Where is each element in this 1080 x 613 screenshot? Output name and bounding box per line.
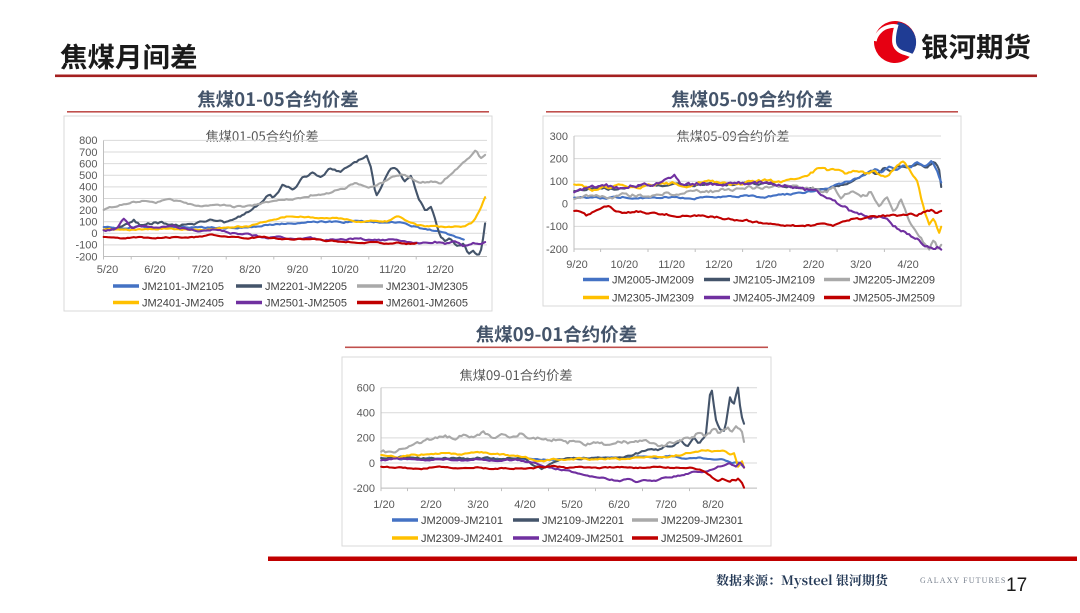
svg-text:-200: -200 — [546, 244, 568, 256]
svg-text:JM2009-JM2101: JM2009-JM2101 — [421, 515, 503, 527]
svg-text:9/20: 9/20 — [287, 264, 308, 276]
svg-text:5/20: 5/20 — [561, 499, 582, 511]
svg-text:JM2509-JM2601: JM2509-JM2601 — [661, 533, 743, 545]
svg-text:10/20: 10/20 — [331, 264, 359, 276]
svg-text:JM2205-JM2209: JM2205-JM2209 — [853, 274, 935, 286]
svg-text:JM2301-JM2305: JM2301-JM2305 — [386, 281, 468, 293]
svg-text:700: 700 — [79, 147, 97, 159]
svg-text:-200: -200 — [75, 251, 97, 263]
svg-text:6/20: 6/20 — [608, 499, 629, 511]
svg-text:7/20: 7/20 — [192, 264, 213, 276]
svg-text:17: 17 — [1006, 575, 1027, 596]
svg-text:200: 200 — [550, 153, 568, 165]
svg-text:4/20: 4/20 — [514, 499, 535, 511]
svg-text:800: 800 — [79, 135, 97, 147]
svg-text:2/20: 2/20 — [420, 499, 441, 511]
svg-text:JM2101-JM2105: JM2101-JM2105 — [142, 281, 224, 293]
svg-text:400: 400 — [79, 182, 97, 194]
svg-text:0: 0 — [562, 199, 568, 211]
svg-text:400: 400 — [357, 408, 375, 420]
svg-text:9/20: 9/20 — [566, 259, 587, 271]
svg-text:0: 0 — [91, 228, 97, 240]
svg-text:300: 300 — [550, 131, 568, 143]
svg-text:6/20: 6/20 — [144, 264, 165, 276]
svg-text:JM2305-JM2309: JM2305-JM2309 — [612, 292, 694, 304]
svg-text:12/20: 12/20 — [705, 259, 733, 271]
svg-text:100: 100 — [79, 217, 97, 229]
svg-text:2/20: 2/20 — [803, 259, 824, 271]
svg-text:8/20: 8/20 — [702, 499, 723, 511]
svg-text:300: 300 — [79, 193, 97, 205]
svg-text:JM2405-JM2409: JM2405-JM2409 — [733, 292, 815, 304]
svg-text:10/20: 10/20 — [611, 259, 639, 271]
svg-text:GALAXY FUTURES: GALAXY FUTURES — [920, 576, 1006, 585]
svg-text:200: 200 — [357, 433, 375, 445]
svg-text:200: 200 — [79, 205, 97, 217]
svg-text:600: 600 — [357, 383, 375, 395]
svg-text:11/20: 11/20 — [658, 259, 685, 271]
svg-text:JM2201-JM2205: JM2201-JM2205 — [265, 281, 347, 293]
svg-text:11/20: 11/20 — [379, 264, 406, 276]
svg-text:8/20: 8/20 — [239, 264, 260, 276]
svg-text:1/20: 1/20 — [373, 499, 394, 511]
svg-text:JM2601-JM2605: JM2601-JM2605 — [386, 297, 468, 309]
svg-text:JM2401-JM2405: JM2401-JM2405 — [142, 297, 224, 309]
svg-text:4/20: 4/20 — [897, 259, 918, 271]
svg-text:3/20: 3/20 — [850, 259, 871, 271]
svg-text:0: 0 — [369, 458, 375, 470]
svg-text:600: 600 — [79, 158, 97, 170]
svg-text:JM2209-JM2301: JM2209-JM2301 — [661, 515, 743, 527]
svg-text:JM2109-JM2201: JM2109-JM2201 — [542, 515, 624, 527]
svg-text:JM2409-JM2501: JM2409-JM2501 — [542, 533, 624, 545]
svg-text:-100: -100 — [546, 221, 568, 233]
svg-text:JM2505-JM2509: JM2505-JM2509 — [853, 292, 935, 304]
svg-text:3/20: 3/20 — [467, 499, 488, 511]
svg-text:JM2501-JM2505: JM2501-JM2505 — [265, 297, 347, 309]
svg-text:-200: -200 — [353, 483, 375, 495]
svg-text:-100: -100 — [75, 240, 97, 252]
svg-text:500: 500 — [79, 170, 97, 182]
svg-text:JM2005-JM2009: JM2005-JM2009 — [612, 274, 694, 286]
svg-text:5/20: 5/20 — [97, 264, 118, 276]
svg-text:JM2309-JM2401: JM2309-JM2401 — [421, 533, 503, 545]
svg-text:1/20: 1/20 — [755, 259, 776, 271]
svg-text:100: 100 — [550, 176, 568, 188]
svg-text:7/20: 7/20 — [655, 499, 676, 511]
svg-text:JM2105-JM2109: JM2105-JM2109 — [733, 274, 815, 286]
svg-text:12/20: 12/20 — [426, 264, 454, 276]
